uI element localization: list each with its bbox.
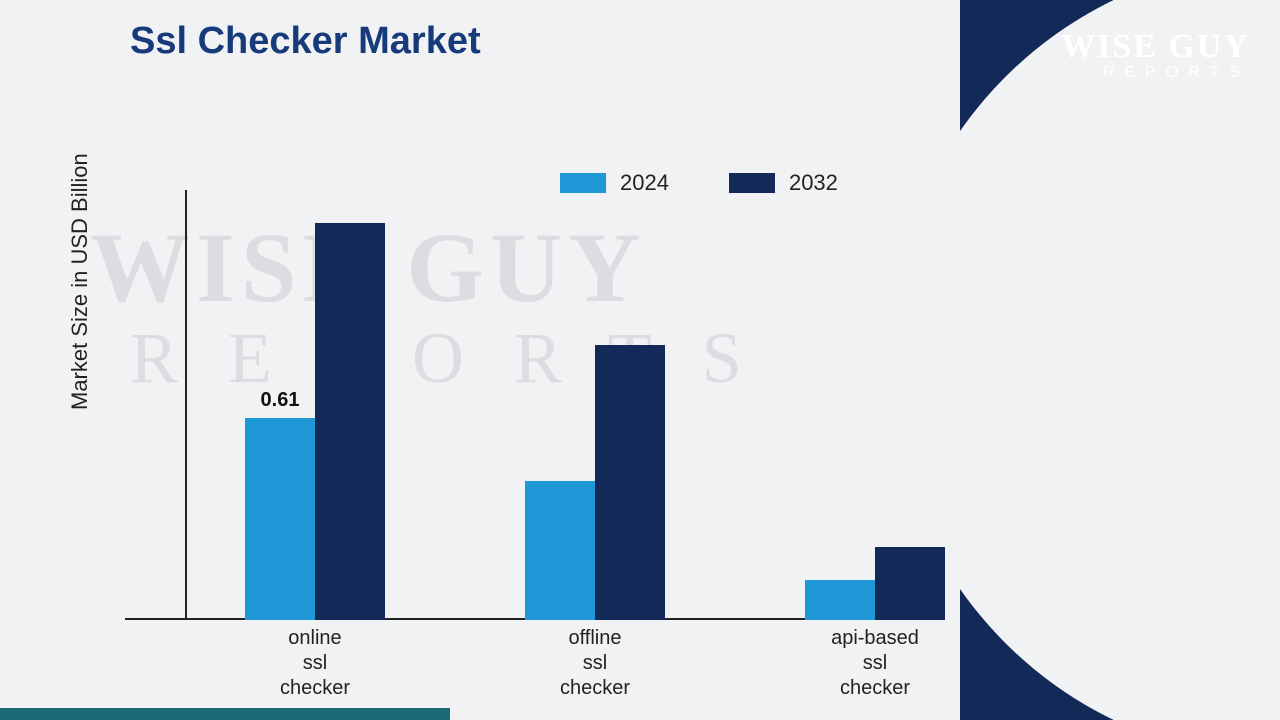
brand-line2: REPORTS	[1061, 64, 1250, 82]
bar-api-2024	[805, 580, 875, 620]
bar-api-2032	[875, 547, 945, 620]
bottom-accent-bar	[0, 708, 450, 720]
bar-offline-2032	[595, 345, 665, 620]
x-label-offline: offlinesslchecker	[505, 620, 685, 701]
y-axis-label: Market Size in USD Billion	[67, 153, 93, 410]
chart-area: Market Size in USD Billion 0.61onlinessl…	[85, 170, 945, 680]
right-band	[960, 0, 1280, 720]
chart-title: Ssl Checker Market	[130, 20, 481, 63]
bar-online-2024	[245, 418, 315, 620]
x-label-online: onlinesslchecker	[225, 620, 405, 701]
bar-offline-2024	[525, 481, 595, 620]
bar-online-2032	[315, 223, 385, 620]
brand-line1: WISE GUY	[1061, 28, 1250, 66]
cutout-circle	[888, 0, 1280, 720]
plot-area: 0.61onlinesslcheckerofflinesslcheckerapi…	[125, 190, 935, 620]
data-label-online-2024: 0.61	[235, 389, 325, 412]
brand-logo: WISE GUY REPORTS	[1061, 28, 1250, 82]
stage: Ssl Checker Market WISE GUY REPORTS WISE…	[0, 0, 1280, 720]
x-label-api: api-basedsslchecker	[785, 620, 965, 701]
y-axis-line	[185, 190, 187, 620]
